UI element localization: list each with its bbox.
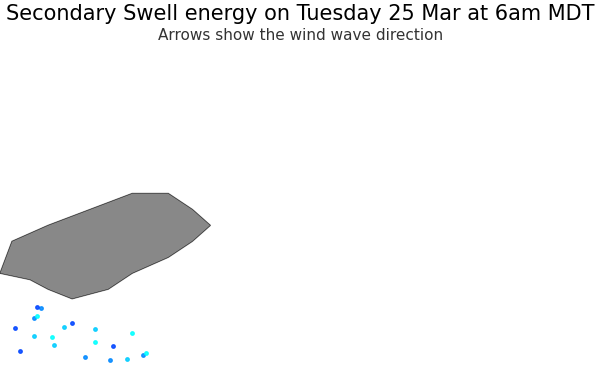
Text: Arrows show the wind wave direction: Arrows show the wind wave direction xyxy=(158,28,443,44)
Text: Northwest Territories Map
(cartopy required for full render): Northwest Territories Map (cartopy requi… xyxy=(210,199,391,220)
Polygon shape xyxy=(0,193,210,299)
Text: Secondary Swell energy on Tuesday 25 Mar at 6am MDT: Secondary Swell energy on Tuesday 25 Mar… xyxy=(6,4,595,24)
